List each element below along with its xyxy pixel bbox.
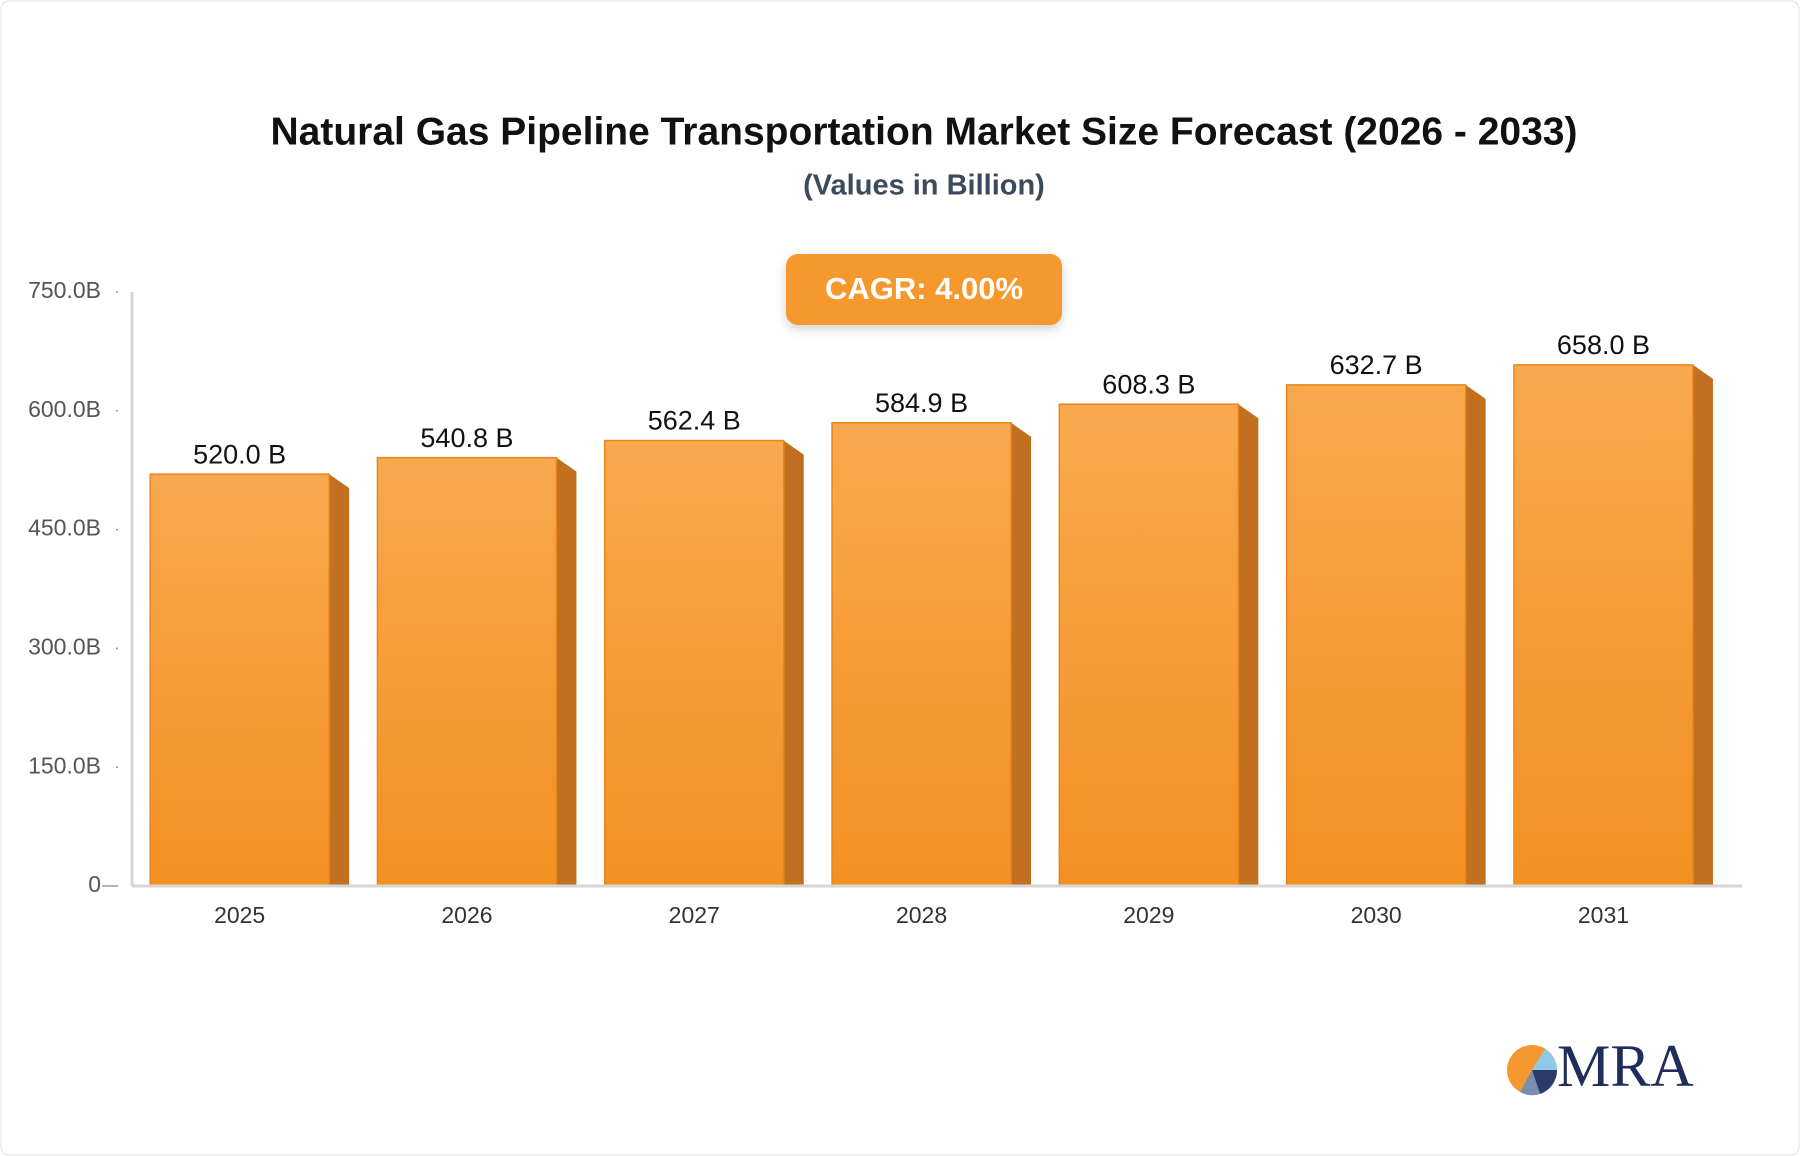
y-tick-label: 450.0B [28,515,101,541]
y-tick-label: 300.0B [28,633,101,659]
logo-icon [1520,1070,1540,1096]
y-tick-label: 750.0B [28,277,101,303]
value-label: 520.0 B [193,439,286,469]
x-tick-label: 2028 [896,902,947,928]
logo: MRA [1507,1033,1694,1099]
x-tick-label: 2029 [1123,902,1174,928]
x-tick-label: 2027 [669,902,720,928]
value-label: 632.7 B [1330,350,1423,380]
bar-side [1692,364,1713,886]
y-tick-label: 0 [88,871,101,897]
cagr-badge [786,254,1062,325]
chart-title: Natural Gas Pipeline Transportation Mark… [271,110,1578,153]
cagr-label: CAGR: 4.00% [825,271,1023,306]
bar [1513,364,1694,887]
logo-icon [1532,1070,1558,1094]
x-tick-label: 2031 [1578,902,1629,928]
value-label: 540.8 B [420,423,513,453]
y-tick-label: 600.0B [28,396,101,422]
bar [604,439,785,887]
bar-side [1011,422,1032,886]
bar-side [1238,404,1259,886]
bar [149,473,330,887]
value-label: 562.4 B [648,406,741,436]
bar [831,422,1012,887]
chart-subtitle: (Values in Billion) [803,170,1045,202]
x-tick-label: 2025 [214,902,265,928]
bar-side [556,457,577,886]
bar-side [329,474,350,886]
value-label: 608.3 B [1102,369,1195,399]
logo-icon [1532,1049,1557,1070]
bar-side [1465,384,1486,886]
bar [1058,403,1240,887]
y-tick-label: 150.0B [28,752,101,778]
bar-side [783,440,804,886]
value-label: 658.0 B [1557,330,1650,360]
logo-text: MRA [1557,1033,1694,1099]
x-tick-label: 2030 [1351,902,1402,928]
bar [1285,384,1467,887]
bar [376,456,558,887]
x-tick-label: 2026 [441,902,492,928]
value-label: 584.9 B [875,388,968,418]
